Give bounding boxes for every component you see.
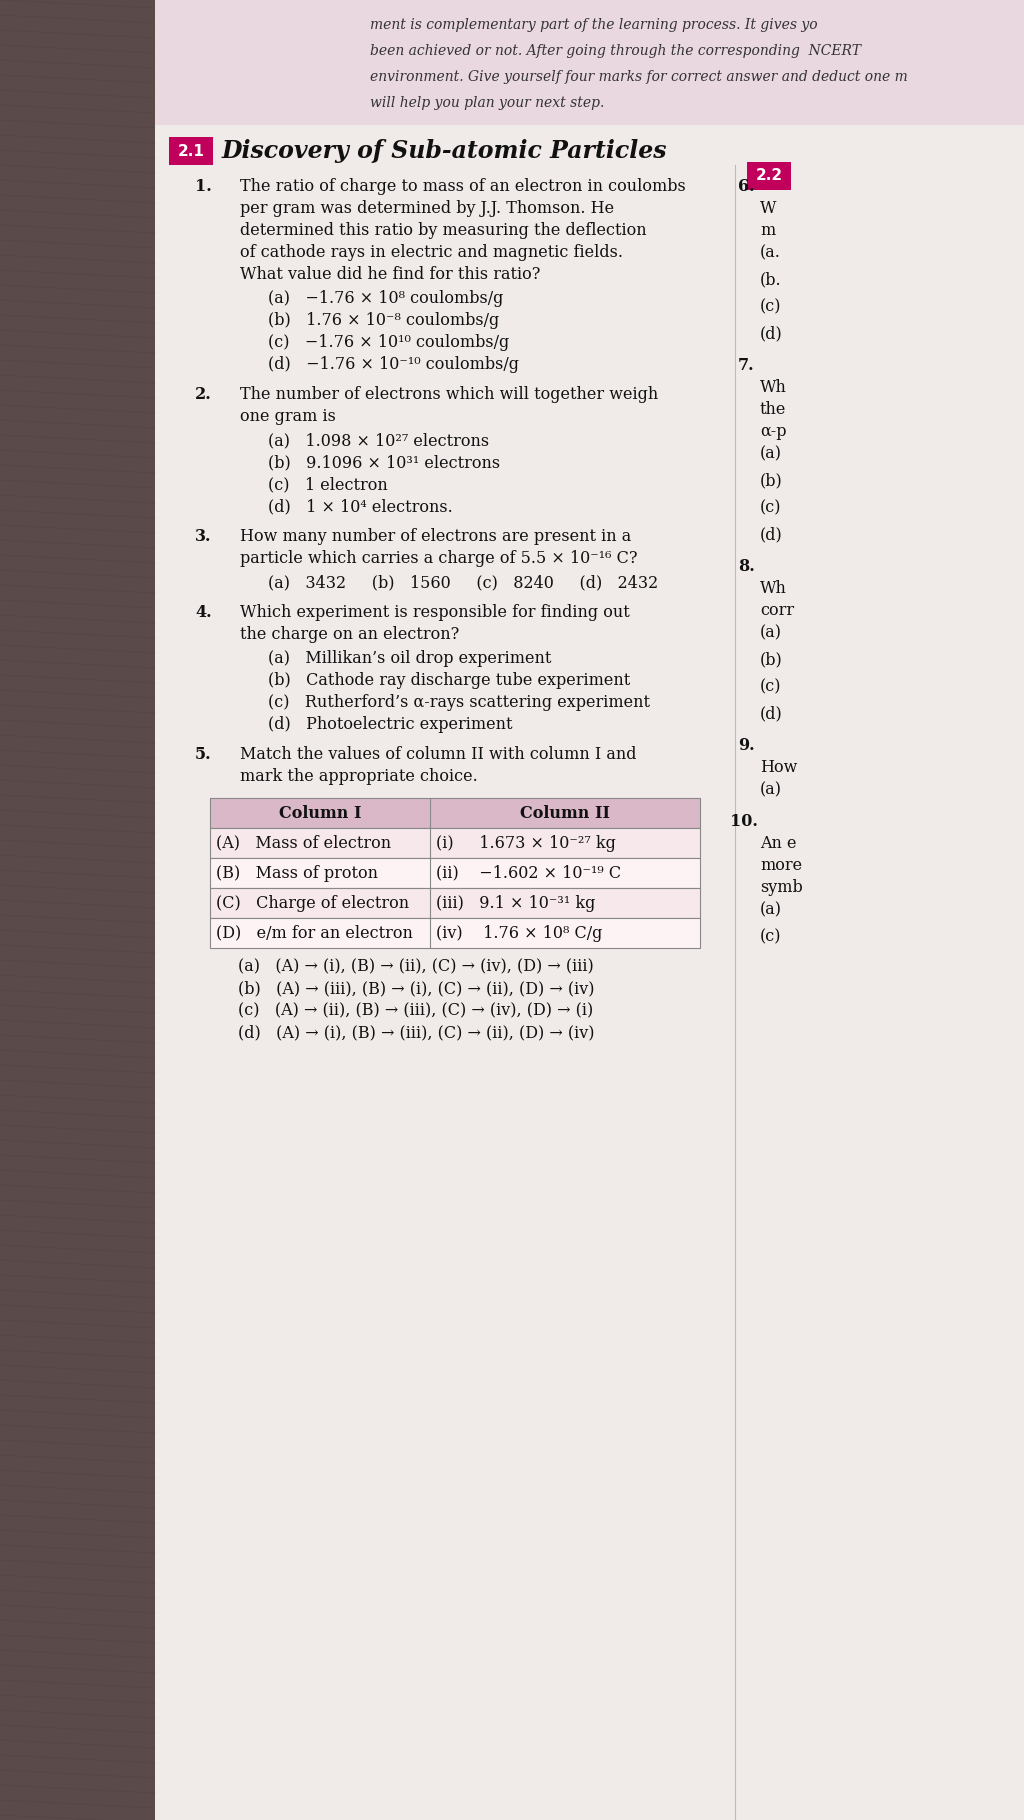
- FancyBboxPatch shape: [210, 917, 700, 948]
- Text: W: W: [760, 200, 776, 217]
- Text: (c)   Rutherford’s α-rays scattering experiment: (c) Rutherford’s α-rays scattering exper…: [268, 693, 650, 712]
- FancyBboxPatch shape: [155, 0, 1024, 126]
- FancyBboxPatch shape: [210, 888, 700, 917]
- Text: (ii)    −1.602 × 10⁻¹⁹ C: (ii) −1.602 × 10⁻¹⁹ C: [436, 864, 622, 881]
- Text: 6.: 6.: [738, 178, 755, 195]
- Text: (iii)   9.1 × 10⁻³¹ kg: (iii) 9.1 × 10⁻³¹ kg: [436, 894, 595, 912]
- Text: 1.: 1.: [195, 178, 212, 195]
- Text: corr: corr: [760, 602, 795, 619]
- Text: An e: An e: [760, 835, 797, 852]
- Text: 10.: 10.: [730, 814, 758, 830]
- Text: (d)   1 × 10⁴ electrons.: (d) 1 × 10⁴ electrons.: [268, 499, 453, 515]
- FancyBboxPatch shape: [210, 797, 700, 828]
- Text: (d)   −1.76 × 10⁻¹⁰ coulombs/g: (d) −1.76 × 10⁻¹⁰ coulombs/g: [268, 357, 519, 373]
- Text: 9.: 9.: [738, 737, 755, 753]
- Text: (a)   1.098 × 10²⁷ electrons: (a) 1.098 × 10²⁷ electrons: [268, 431, 489, 450]
- Text: more: more: [760, 857, 802, 874]
- Text: 3.: 3.: [195, 528, 212, 544]
- Text: environment. Give yourself four marks for correct answer and deduct one m: environment. Give yourself four marks fo…: [370, 69, 907, 84]
- Text: (d)   (A) → (i), (B) → (iii), (C) → (ii), (D) → (iv): (d) (A) → (i), (B) → (iii), (C) → (ii), …: [238, 1025, 595, 1041]
- Text: (b)   (A) → (iii), (B) → (i), (C) → (ii), (D) → (iv): (b) (A) → (iii), (B) → (i), (C) → (ii), …: [238, 979, 595, 997]
- Text: (d)   Photoelectric experiment: (d) Photoelectric experiment: [268, 715, 512, 733]
- Text: (D)   e/m for an electron: (D) e/m for an electron: [216, 925, 413, 941]
- Text: will help you plan your next step.: will help you plan your next step.: [370, 96, 604, 109]
- Text: (d): (d): [760, 326, 782, 342]
- Text: determined this ratio by measuring the deflection: determined this ratio by measuring the d…: [240, 222, 646, 238]
- Text: (a): (a): [760, 781, 782, 797]
- Text: symb: symb: [760, 879, 803, 895]
- Text: (d): (d): [760, 704, 782, 723]
- FancyBboxPatch shape: [210, 857, 700, 888]
- Text: the: the: [760, 400, 786, 419]
- Text: 7.: 7.: [738, 357, 755, 373]
- Text: Which experiment is responsible for finding out: Which experiment is responsible for find…: [240, 604, 630, 621]
- Text: (b)   9.1096 × 10³¹ electrons: (b) 9.1096 × 10³¹ electrons: [268, 453, 500, 471]
- Text: of cathode rays in electric and magnetic fields.: of cathode rays in electric and magnetic…: [240, 244, 623, 260]
- FancyBboxPatch shape: [746, 162, 791, 189]
- Text: (c): (c): [760, 499, 781, 517]
- Text: 2.1: 2.1: [177, 144, 205, 158]
- Text: How: How: [760, 759, 798, 775]
- Text: (a)   −1.76 × 10⁸ coulombs/g: (a) −1.76 × 10⁸ coulombs/g: [268, 289, 504, 308]
- Text: α-p: α-p: [760, 422, 786, 440]
- Text: particle which carries a charge of 5.5 × 10⁻¹⁶ C?: particle which carries a charge of 5.5 ×…: [240, 550, 638, 568]
- Text: (a)   Millikan’s oil drop experiment: (a) Millikan’s oil drop experiment: [268, 650, 551, 666]
- Text: (c): (c): [760, 928, 781, 945]
- Text: been achieved or not. After going through the corresponding  NCERT: been achieved or not. After going throug…: [370, 44, 861, 58]
- Text: (c)   (A) → (ii), (B) → (iii), (C) → (iv), (D) → (i): (c) (A) → (ii), (B) → (iii), (C) → (iv),…: [238, 1003, 593, 1019]
- FancyBboxPatch shape: [0, 0, 155, 1820]
- Text: Column II: Column II: [520, 804, 610, 821]
- Text: ment is complementary part of the learning process. It gives yo: ment is complementary part of the learni…: [370, 18, 817, 33]
- FancyBboxPatch shape: [210, 828, 700, 857]
- Text: (a)   (A) → (i), (B) → (ii), (C) → (iv), (D) → (iii): (a) (A) → (i), (B) → (ii), (C) → (iv), (…: [238, 957, 594, 976]
- Text: (b)   Cathode ray discharge tube experiment: (b) Cathode ray discharge tube experimen…: [268, 672, 630, 690]
- Text: (a)   3432     (b)   1560     (c)   8240     (d)   2432: (a) 3432 (b) 1560 (c) 8240 (d) 2432: [268, 573, 658, 592]
- Text: Column I: Column I: [279, 804, 361, 821]
- Text: What value did he find for this ratio?: What value did he find for this ratio?: [240, 266, 541, 282]
- Text: Wh: Wh: [760, 581, 786, 597]
- Text: (iv)    1.76 × 10⁸ C/g: (iv) 1.76 × 10⁸ C/g: [436, 925, 602, 941]
- Text: 4.: 4.: [195, 604, 212, 621]
- Text: (a.: (a.: [760, 244, 781, 260]
- Text: (C)   Charge of electron: (C) Charge of electron: [216, 894, 410, 912]
- Text: Wh: Wh: [760, 379, 786, 397]
- Text: (d): (d): [760, 526, 782, 542]
- Text: (b.: (b.: [760, 271, 781, 288]
- Text: Match the values of column II with column I and: Match the values of column II with colum…: [240, 746, 637, 763]
- Text: 8.: 8.: [738, 559, 755, 575]
- Text: Discovery of Sub-atomic Particles: Discovery of Sub-atomic Particles: [222, 138, 668, 164]
- Text: mark the appropriate choice.: mark the appropriate choice.: [240, 768, 478, 784]
- Text: (B)   Mass of proton: (B) Mass of proton: [216, 864, 378, 881]
- Text: (c): (c): [760, 298, 781, 315]
- Text: (c)   1 electron: (c) 1 electron: [268, 477, 388, 493]
- Text: The number of electrons which will together weigh: The number of electrons which will toget…: [240, 386, 658, 402]
- Text: (b): (b): [760, 471, 782, 490]
- Text: How many number of electrons are present in a: How many number of electrons are present…: [240, 528, 631, 544]
- Text: 2.: 2.: [195, 386, 212, 402]
- Text: (b): (b): [760, 652, 782, 668]
- Text: 5.: 5.: [195, 746, 212, 763]
- Text: (a): (a): [760, 901, 782, 917]
- FancyBboxPatch shape: [169, 136, 213, 166]
- Text: per gram was determined by J.J. Thomson. He: per gram was determined by J.J. Thomson.…: [240, 200, 614, 217]
- Text: (c)   −1.76 × 10¹⁰ coulombs/g: (c) −1.76 × 10¹⁰ coulombs/g: [268, 335, 509, 351]
- Text: 2.2: 2.2: [756, 169, 782, 184]
- Text: (b)   1.76 × 10⁻⁸ coulombs/g: (b) 1.76 × 10⁻⁸ coulombs/g: [268, 311, 500, 329]
- Text: (a): (a): [760, 446, 782, 462]
- Text: (c): (c): [760, 679, 781, 695]
- FancyBboxPatch shape: [155, 0, 1024, 1820]
- Text: (i)     1.673 × 10⁻²⁷ kg: (i) 1.673 × 10⁻²⁷ kg: [436, 835, 615, 852]
- Text: the charge on an electron?: the charge on an electron?: [240, 626, 459, 642]
- Text: (a): (a): [760, 624, 782, 641]
- Text: The ratio of charge to mass of an electron in coulombs: The ratio of charge to mass of an electr…: [240, 178, 686, 195]
- Text: one gram is: one gram is: [240, 408, 336, 426]
- Text: (A)   Mass of electron: (A) Mass of electron: [216, 835, 391, 852]
- Text: m: m: [760, 222, 775, 238]
